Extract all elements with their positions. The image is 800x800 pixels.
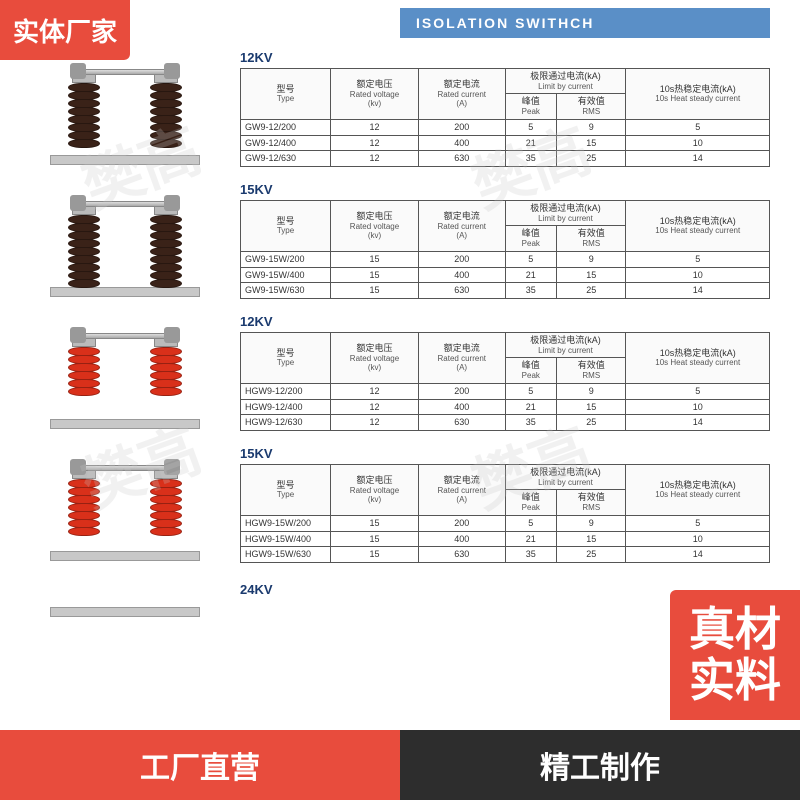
table-row: HGW9-15W/200 15 200 5 9 5 xyxy=(241,515,770,531)
badge-bottom-right: 真材 实料 xyxy=(670,590,800,720)
content-area: 12KV 型号Type 额定电压Rated voltage(kv) 额定电流Ra… xyxy=(30,50,770,720)
table-row: GW9-12/400 12 400 21 15 10 xyxy=(241,135,770,151)
badge-top-left: 实体厂家 xyxy=(0,0,130,60)
product-image xyxy=(30,50,220,170)
spec-section: 15KV 型号Type 额定电压Rated voltage(kv) 额定电流Ra… xyxy=(30,446,770,566)
table-row: HGW9-12/630 12 630 35 25 14 xyxy=(241,415,770,431)
spec-table: 型号Type 额定电压Rated voltage(kv) 额定电流Rated c… xyxy=(240,332,770,431)
isolator-illustration xyxy=(40,451,210,561)
voltage-label: 12KV xyxy=(240,314,770,329)
spec-section-partial: 24KV xyxy=(30,582,770,632)
footer-bar: 工厂直营 精工制作 xyxy=(0,730,800,800)
header-title: ISOLATION SWITHCH xyxy=(400,8,770,38)
table-row: HGW9-12/200 12 200 5 9 5 xyxy=(241,383,770,399)
table-row: GW9-12/630 12 630 35 25 14 xyxy=(241,151,770,167)
product-image xyxy=(30,314,220,434)
table-row: HGW9-15W/400 15 400 21 15 10 xyxy=(241,531,770,547)
badge-br-line2: 实料 xyxy=(689,655,781,706)
isolator-illustration xyxy=(40,55,210,165)
product-image xyxy=(30,182,220,302)
spec-section: 15KV 型号Type 额定电压Rated voltage(kv) 额定电流Ra… xyxy=(30,182,770,302)
voltage-label: 15KV xyxy=(240,182,770,197)
spec-section: 12KV 型号Type 额定电压Rated voltage(kv) 额定电流Ra… xyxy=(30,50,770,170)
table-row: GW9-15W/630 15 630 35 25 14 xyxy=(241,283,770,299)
voltage-label: 15KV xyxy=(240,446,770,461)
footer-right: 精工制作 xyxy=(400,730,800,800)
table-block: 15KV 型号Type 额定电压Rated voltage(kv) 额定电流Ra… xyxy=(240,446,770,563)
isolator-illustration xyxy=(40,319,210,429)
table-block: 15KV 型号Type 额定电压Rated voltage(kv) 额定电流Ra… xyxy=(240,182,770,299)
spec-table: 型号Type 额定电压Rated voltage(kv) 额定电流Rated c… xyxy=(240,68,770,167)
spec-section: 12KV 型号Type 额定电压Rated voltage(kv) 额定电流Ra… xyxy=(30,314,770,434)
table-row: GW9-15W/200 15 200 5 9 5 xyxy=(241,251,770,267)
table-row: GW9-15W/400 15 400 21 15 10 xyxy=(241,267,770,283)
product-image xyxy=(30,582,220,632)
isolator-illustration xyxy=(40,187,210,297)
table-row: HGW9-12/400 12 400 21 15 10 xyxy=(241,399,770,415)
table-block: 12KV 型号Type 额定电压Rated voltage(kv) 额定电流Ra… xyxy=(240,314,770,431)
footer-left: 工厂直营 xyxy=(0,730,400,800)
badge-br-line1: 真材 xyxy=(689,604,781,655)
product-image xyxy=(30,446,220,566)
table-block: 12KV 型号Type 额定电压Rated voltage(kv) 额定电流Ra… xyxy=(240,50,770,167)
page-root: ISOLATION SWITHCH 实体厂家 真材 实料 工厂直营 精工制作 樊… xyxy=(0,0,800,800)
voltage-label: 12KV xyxy=(240,50,770,65)
table-row: GW9-12/200 12 200 5 9 5 xyxy=(241,119,770,135)
spec-table: 型号Type 额定电压Rated voltage(kv) 额定电流Rated c… xyxy=(240,200,770,299)
spec-table: 型号Type 额定电压Rated voltage(kv) 额定电流Rated c… xyxy=(240,464,770,563)
table-row: HGW9-15W/630 15 630 35 25 14 xyxy=(241,547,770,563)
